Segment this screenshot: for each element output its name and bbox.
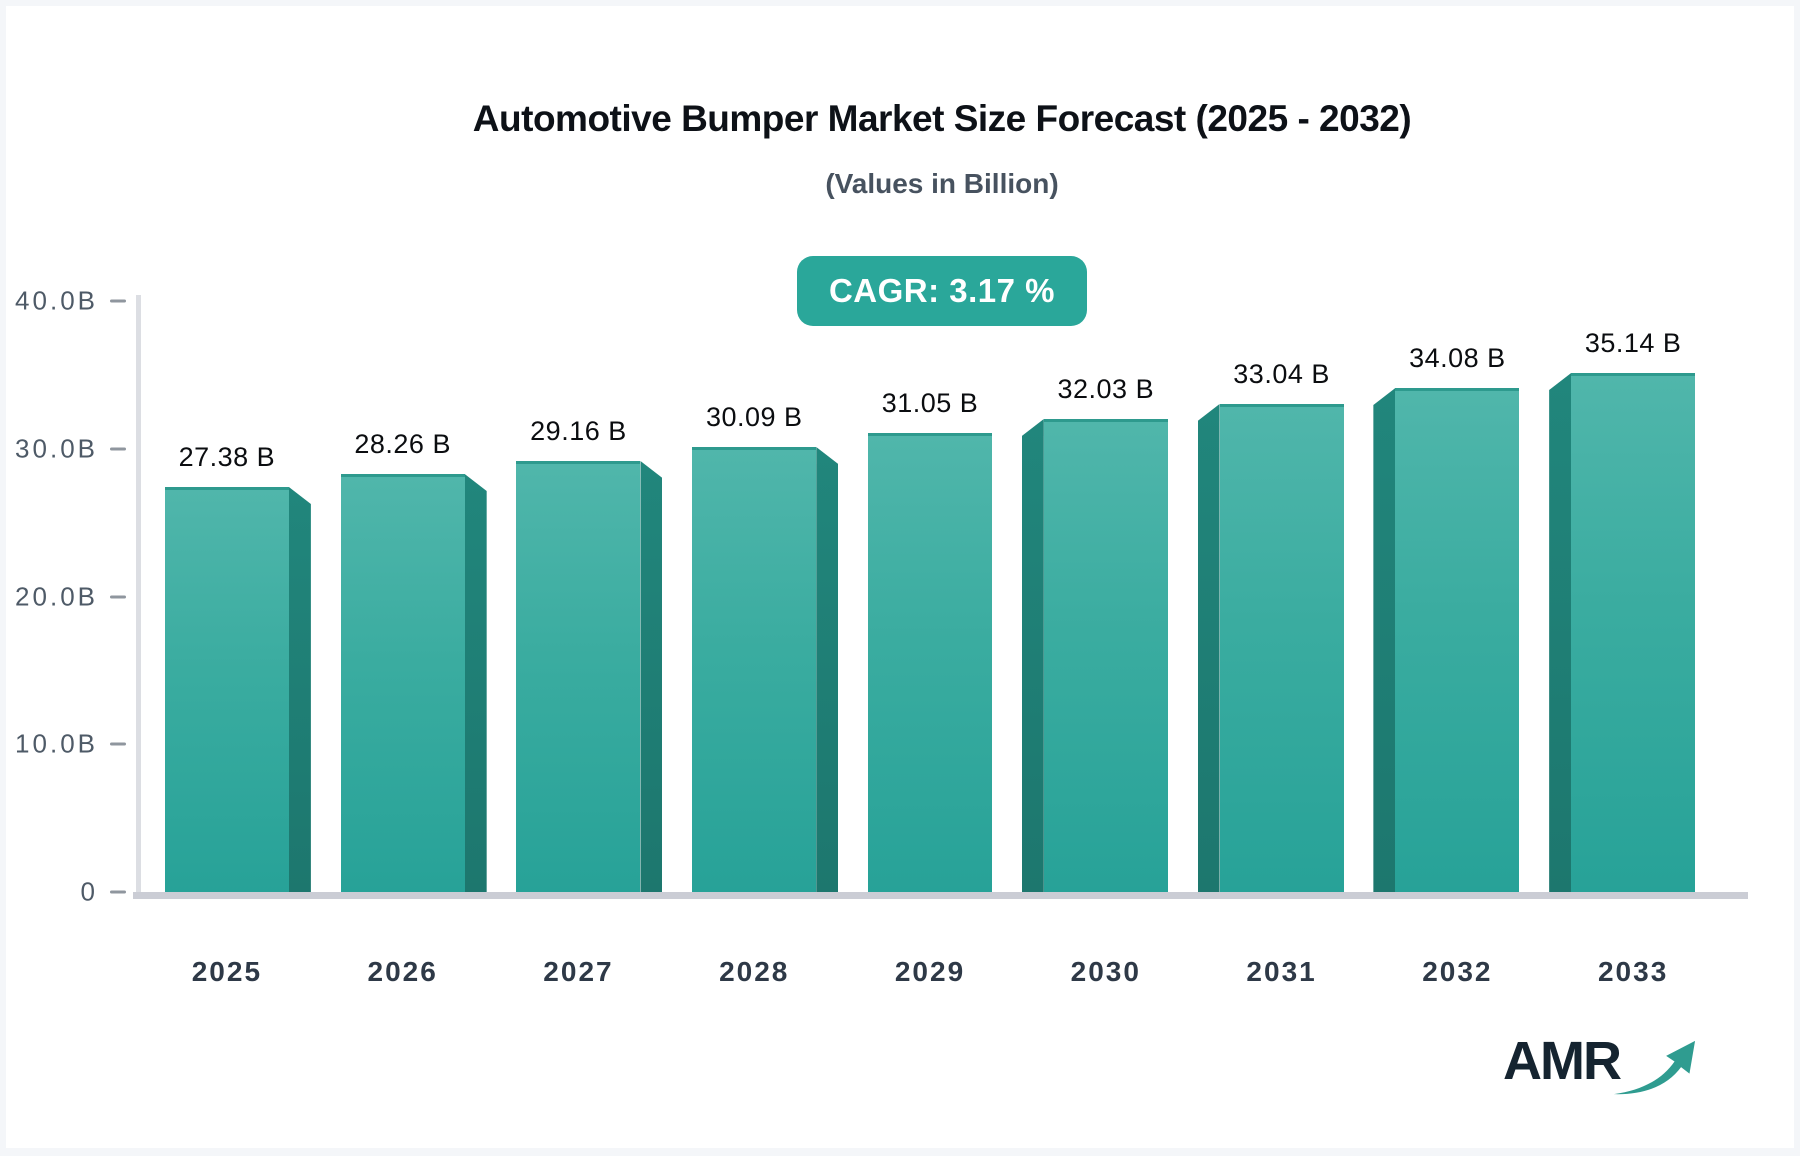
bar-side-face bbox=[464, 474, 487, 892]
bar-side-face bbox=[288, 487, 311, 892]
bar-side-face bbox=[1021, 419, 1044, 892]
x-tick-label: 2031 bbox=[1246, 956, 1317, 987]
bar-side-face bbox=[816, 447, 839, 892]
bar-2029: 31.05 B bbox=[842, 301, 1018, 892]
bar-2025: 27.38 B bbox=[139, 301, 315, 892]
bar-front-face bbox=[1571, 373, 1696, 892]
bar-value-label: 28.26 B bbox=[354, 429, 451, 459]
chart-card: Automotive Bumper Market Size Forecast (… bbox=[6, 6, 1794, 1148]
amr-logo-text: AMR bbox=[1503, 1031, 1622, 1091]
bar-value-label: 32.03 B bbox=[1057, 374, 1155, 404]
bar-front-face bbox=[1043, 419, 1168, 892]
bar-side-face bbox=[640, 461, 663, 892]
y-tick: 20.0B bbox=[15, 581, 126, 612]
x-tick-label: 2032 bbox=[1422, 956, 1493, 987]
x-axis-labels: 2025 2026 2027 2028 2029 2030 2031 2032 2033 bbox=[139, 956, 1721, 988]
y-tick: 10.0B bbox=[15, 729, 126, 760]
bar-front-face bbox=[868, 433, 993, 892]
bar-2031: 33.04 B bbox=[1194, 301, 1370, 892]
y-axis: 40.0B 30.0B 20.0B 10.0B 0 bbox=[6, 286, 126, 907]
bar-value-label: 33.04 B bbox=[1233, 359, 1330, 389]
growth-arrow-icon bbox=[1613, 1040, 1696, 1095]
y-axis-line bbox=[136, 295, 141, 899]
x-tick-label: 2027 bbox=[543, 956, 614, 987]
bar-front-face bbox=[164, 487, 289, 892]
bar-front-face bbox=[692, 447, 817, 892]
y-tick-label: 40.0B bbox=[15, 285, 98, 316]
y-tick-dash bbox=[110, 742, 126, 746]
x-tick-label: 2028 bbox=[719, 956, 790, 987]
chart-title: Automotive Bumper Market Size Forecast (… bbox=[472, 98, 1412, 139]
y-tick-label: 0 bbox=[80, 876, 98, 907]
cagr-badge-wrap: CAGR: 3.17 % bbox=[136, 256, 1748, 326]
bar-front-face bbox=[516, 461, 641, 892]
bar-value-label: 29.16 B bbox=[530, 416, 627, 446]
bar-2028: 30.09 B bbox=[666, 301, 842, 892]
bar-2030: 32.03 B bbox=[1018, 301, 1194, 892]
y-tick-dash bbox=[110, 595, 126, 598]
amr-logo: AMR bbox=[1503, 1034, 1696, 1100]
x-tick-label: 2033 bbox=[1597, 956, 1669, 987]
bar-2026: 28.26 B bbox=[315, 301, 491, 892]
bar-2033: 35.14 B bbox=[1545, 301, 1721, 892]
y-tick-dash bbox=[110, 890, 126, 894]
y-tick-dash bbox=[110, 447, 126, 451]
bar-front-face bbox=[1219, 404, 1344, 892]
y-tick: 40.0B bbox=[15, 286, 126, 317]
bar-2027: 29.16 B bbox=[491, 301, 667, 892]
x-tick-label: 2026 bbox=[367, 956, 438, 987]
bar-value-label: 27.38 B bbox=[178, 442, 276, 472]
chart-subtitle: (Values in Billion) bbox=[825, 168, 1059, 199]
y-tick-dash bbox=[110, 299, 126, 303]
bar-2032: 34.08 B bbox=[1369, 301, 1545, 892]
y-tick-label: 10.0B bbox=[15, 728, 98, 759]
cagr-badge: CAGR: 3.17 % bbox=[796, 256, 1088, 326]
bar-value-label: 31.05 B bbox=[881, 388, 979, 418]
bar-value-label: 35.14 B bbox=[1584, 328, 1682, 358]
x-tick-label: 2029 bbox=[894, 956, 966, 987]
y-tick: 30.0B bbox=[15, 433, 126, 464]
x-tick-label: 2025 bbox=[191, 956, 263, 987]
bar-front-face bbox=[1395, 388, 1520, 892]
y-tick-label: 30.0B bbox=[15, 433, 98, 464]
x-axis-line bbox=[133, 892, 1748, 899]
bar-side-face bbox=[1549, 373, 1572, 892]
y-tick: 0 bbox=[81, 877, 126, 908]
x-tick-label: 2030 bbox=[1070, 956, 1141, 987]
bar-side-face bbox=[1197, 404, 1220, 892]
bar-series: 27.38 B 28.26 B 29.16 B 30.09 B 31.05 B 32.03… bbox=[139, 301, 1721, 892]
bar-value-label: 30.09 B bbox=[705, 402, 803, 432]
bar-front-face bbox=[340, 474, 465, 892]
bar-side-face bbox=[1373, 388, 1396, 892]
bar-value-label: 34.08 B bbox=[1409, 343, 1506, 373]
y-tick-label: 20.0B bbox=[15, 581, 98, 611]
